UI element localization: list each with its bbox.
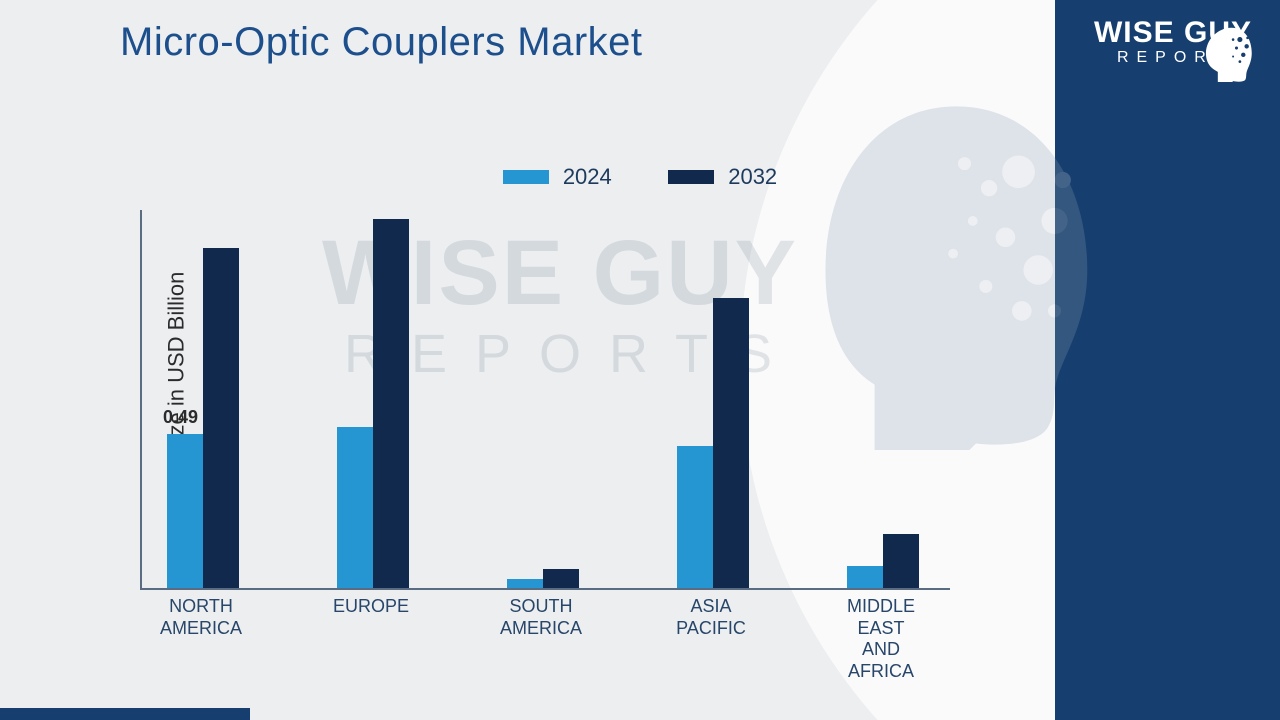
bar-2024 <box>677 446 713 588</box>
bar-2032 <box>713 298 749 588</box>
chart-canvas: WISE GUY REPORTS Micro-Optic Couplers Ma… <box>0 0 1280 720</box>
x-axis-label: SOUTHAMERICA <box>471 596 611 639</box>
x-axis-label: NORTHAMERICA <box>131 596 271 639</box>
legend-label-2024: 2024 <box>563 164 612 190</box>
x-axis-label: ASIAPACIFIC <box>641 596 781 639</box>
x-axis-label: MIDDLEEASTANDAFRICA <box>811 596 951 682</box>
bar-2032 <box>543 569 579 588</box>
chart-area: 0.49 <box>120 210 950 590</box>
bar-group <box>677 298 749 588</box>
legend-swatch-2024 <box>503 170 549 184</box>
bar-2032 <box>203 248 239 588</box>
bar-value-label: 0.49 <box>163 407 198 428</box>
bar-2024 <box>847 566 883 588</box>
bottom-accent-bar <box>0 708 250 720</box>
bar-2024 <box>167 434 203 588</box>
bar-2024 <box>337 427 373 588</box>
bar-group: 0.49 <box>167 248 239 588</box>
brand-logo: WISE GUY REPORTS <box>1052 18 1252 66</box>
legend-item-2024: 2024 <box>503 164 612 190</box>
legend: 2024 2032 <box>0 164 1280 190</box>
bar-group <box>847 534 919 588</box>
legend-item-2032: 2032 <box>668 164 777 190</box>
plot-area: 0.49 <box>140 210 950 590</box>
bar-2032 <box>373 219 409 588</box>
bar-group <box>337 219 409 588</box>
bar-2032 <box>883 534 919 588</box>
bar-2024 <box>507 579 543 588</box>
legend-label-2032: 2032 <box>728 164 777 190</box>
x-axis-label: EUROPE <box>301 596 441 618</box>
brand-logo-head-icon <box>1202 26 1254 82</box>
bar-group <box>507 569 579 588</box>
legend-swatch-2032 <box>668 170 714 184</box>
chart-title: Micro-Optic Couplers Market <box>120 20 980 65</box>
